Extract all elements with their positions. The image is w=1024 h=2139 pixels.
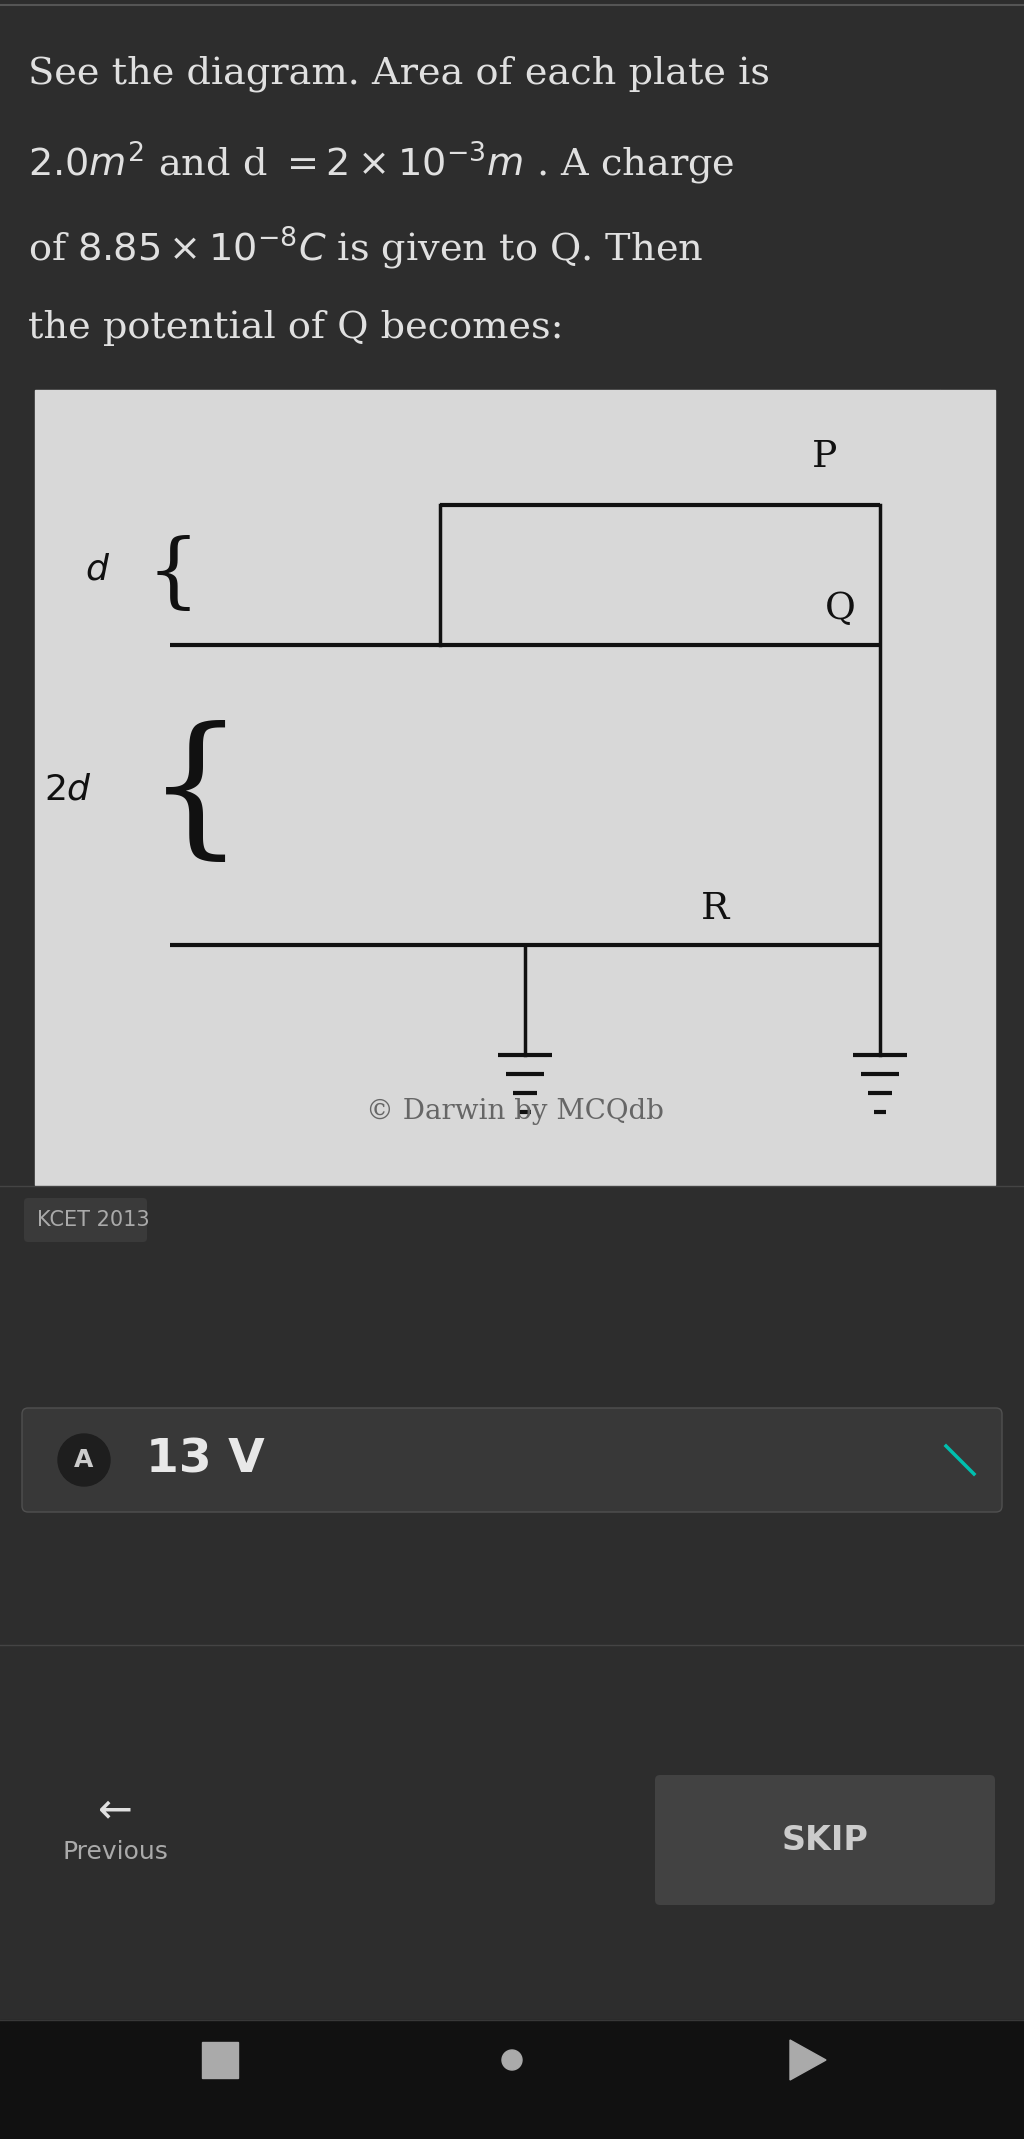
Text: {: { <box>147 535 200 616</box>
Text: R: R <box>700 892 729 926</box>
Text: $d$: $d$ <box>85 554 110 586</box>
Bar <box>940 389 995 1185</box>
Circle shape <box>58 1433 110 1487</box>
FancyBboxPatch shape <box>22 1407 1002 1512</box>
Text: © Darwin by MCQdb: © Darwin by MCQdb <box>366 1097 664 1125</box>
Text: P: P <box>812 438 838 475</box>
Polygon shape <box>790 2041 826 2079</box>
Text: ←: ← <box>97 1788 132 1831</box>
Text: $2d$: $2d$ <box>44 772 92 806</box>
Text: $2.0m^2$ and d $= 2\times10^{-3}m$ . A charge: $2.0m^2$ and d $= 2\times10^{-3}m$ . A c… <box>28 139 734 186</box>
Bar <box>0 2019 1024 2139</box>
FancyBboxPatch shape <box>655 1775 995 1906</box>
Bar <box>202 2043 238 2077</box>
Text: Q: Q <box>824 590 855 627</box>
Text: the potential of Q becomes:: the potential of Q becomes: <box>28 310 563 347</box>
Text: SKIP: SKIP <box>781 1825 868 1857</box>
Text: Previous: Previous <box>62 1840 168 1863</box>
Bar <box>35 389 940 1185</box>
Text: {: { <box>147 721 244 868</box>
Text: 13 V: 13 V <box>146 1437 265 1482</box>
Text: KCET 2013: KCET 2013 <box>37 1211 150 1230</box>
FancyBboxPatch shape <box>24 1198 147 1243</box>
Text: of $8.85\times10^{-8}C$ is given to Q. Then: of $8.85\times10^{-8}C$ is given to Q. T… <box>28 225 703 272</box>
Text: A: A <box>75 1448 93 1472</box>
Text: See the diagram. Area of each plate is: See the diagram. Area of each plate is <box>28 56 770 92</box>
Circle shape <box>502 2049 522 2071</box>
